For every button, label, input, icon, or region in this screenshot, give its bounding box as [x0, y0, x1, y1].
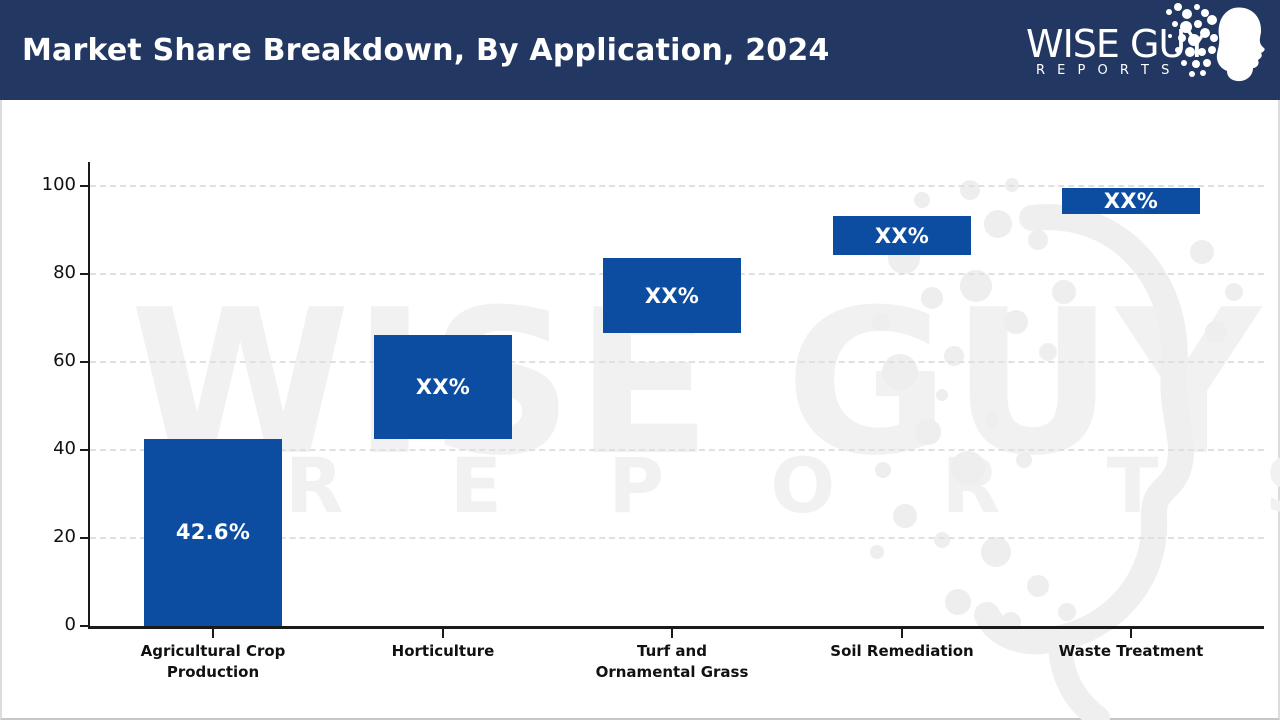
bar-value-label: XX%: [415, 374, 471, 399]
y-tick-label: 80: [53, 262, 76, 284]
bar-value-label: XX%: [874, 223, 930, 248]
x-axis-label: Turf and Ornamental Grass: [595, 642, 749, 681]
y-tick-mark: [80, 625, 90, 627]
x-tick-mark: [442, 629, 444, 638]
gridline-40: [90, 449, 1264, 452]
x-axis-label: Agricultural Crop Production: [140, 642, 286, 681]
y-tick-label: 40: [53, 438, 76, 460]
y-tick-mark: [80, 273, 90, 276]
x-tick-mark: [1130, 629, 1132, 638]
y-tick-label: 0: [64, 614, 76, 635]
x-tick-mark: [901, 629, 903, 638]
x-axis-label: Soil Remediation: [830, 642, 974, 660]
bar-3: XX%: [603, 257, 741, 334]
gridline-60: [90, 361, 1264, 364]
x-tick-mark: [212, 629, 214, 638]
bar-1: 42.6%: [144, 438, 282, 626]
gridline-100: [90, 185, 1264, 188]
y-tick-mark: [80, 537, 90, 540]
y-tick-label: 100: [41, 174, 76, 196]
bar-2: XX%: [374, 334, 512, 439]
y-tick-label: 60: [53, 350, 76, 372]
bar-5: XX%: [1062, 187, 1200, 215]
y-axis-line: [88, 162, 90, 629]
logo-face-icon: [1166, 3, 1265, 82]
page-title: Market Share Breakdown, By Application, …: [22, 32, 830, 68]
bar-4: XX%: [833, 216, 971, 256]
bar-value-label: XX%: [1103, 189, 1159, 214]
bar-value-label: 42.6%: [175, 520, 251, 545]
logo-reports-text: R E P O R T S: [1036, 63, 1173, 78]
brand-logo: WISE GUY R E P O R T S: [1026, 3, 1265, 82]
y-tick-label: 20: [53, 526, 76, 548]
gridline-20: [90, 537, 1264, 540]
logo-wiseguy-text: WISE GUY: [1026, 22, 1209, 66]
x-axis-line: [88, 626, 1264, 629]
y-tick-mark: [80, 361, 90, 364]
x-tick-mark: [671, 629, 673, 638]
x-axis-label: Horticulture: [391, 642, 495, 660]
y-tick-mark: [80, 449, 90, 452]
header: Market Share Breakdown, By Application, …: [0, 0, 1280, 100]
bar-value-label: XX%: [644, 283, 700, 308]
y-tick-mark: [80, 185, 90, 188]
x-axis-label: Waste Treatment: [1058, 642, 1204, 660]
